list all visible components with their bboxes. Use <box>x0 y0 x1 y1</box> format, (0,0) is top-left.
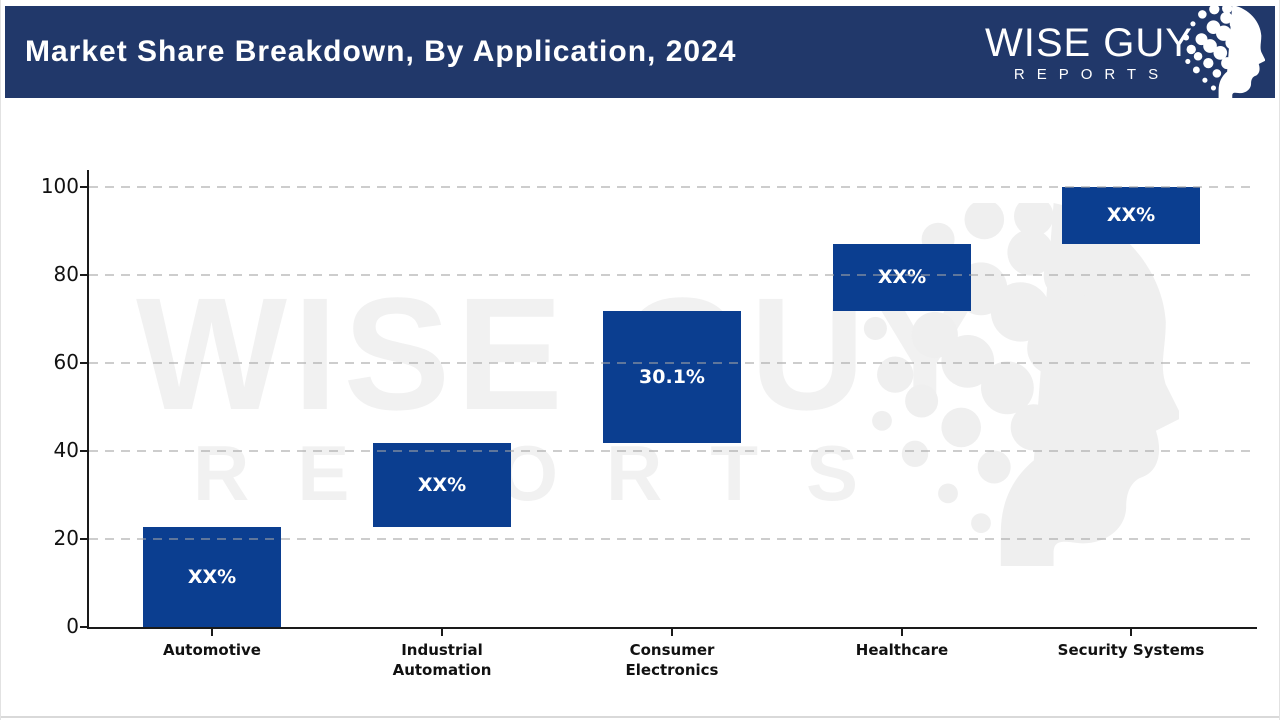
bar-automotive: XX% <box>143 527 281 627</box>
brand-logo: WISE GUY REPORTS <box>985 5 1275 99</box>
x-axis-label-0: Automotive <box>163 641 261 659</box>
x-tick-mark-0 <box>211 629 213 636</box>
gridline-100 <box>89 186 1257 188</box>
logo-wordmark-line1: WISE GUY <box>984 20 1193 65</box>
y-tick-mark-20 <box>80 538 89 540</box>
bar-value-label: XX% <box>187 566 237 589</box>
gridline-80 <box>89 274 1257 276</box>
y-axis-line <box>87 170 89 629</box>
bar-industrial-automation: XX% <box>373 443 511 528</box>
bar-healthcare: XX% <box>833 243 971 311</box>
x-tick-mark-1 <box>441 629 443 636</box>
page-title: Market Share Breakdown, By Application, … <box>25 35 737 68</box>
logo-wordmark: WISE GUY REPORTS <box>985 22 1193 83</box>
gridline-40 <box>89 450 1257 452</box>
x-tick-mark-3 <box>901 629 903 636</box>
header-banner: Market Share Breakdown, By Application, … <box>5 5 1275 99</box>
x-axis-label-2: Consumer Electronics <box>625 641 719 679</box>
y-tick-mark-60 <box>80 362 89 364</box>
y-tick-label-20: 20 <box>53 526 79 550</box>
logo-head-icon <box>1183 5 1265 99</box>
bar-value-label: 30.1% <box>639 365 705 388</box>
y-tick-label-100: 100 <box>40 174 79 198</box>
x-tick-mark-4 <box>1130 629 1132 636</box>
bar-security-systems: XX% <box>1062 187 1200 244</box>
bar-consumer-electronics: 30.1% <box>603 310 741 444</box>
y-tick-label-40: 40 <box>53 438 79 462</box>
gridline-60 <box>89 362 1257 364</box>
logo-wordmark-line2: REPORTS <box>1013 65 1171 83</box>
bottom-divider <box>1 716 1279 718</box>
bar-value-label: XX% <box>877 266 927 289</box>
y-tick-mark-0 <box>80 626 89 628</box>
y-tick-mark-80 <box>80 274 89 276</box>
x-axis-label-3: Healthcare <box>855 641 949 659</box>
bar-value-label: XX% <box>417 474 467 497</box>
y-tick-label-0: 0 <box>66 614 79 638</box>
y-tick-mark-40 <box>80 450 89 452</box>
y-tick-label-60: 60 <box>53 350 79 374</box>
x-axis-label-1: Industrial Automation <box>392 641 492 679</box>
y-tick-label-80: 80 <box>53 262 79 286</box>
x-axis-label-4: Security Systems <box>1057 641 1205 659</box>
x-tick-mark-2 <box>671 629 673 636</box>
bar-value-label: XX% <box>1106 204 1156 227</box>
gridline-20 <box>89 538 1257 540</box>
y-tick-mark-100 <box>80 186 89 188</box>
x-axis-line <box>87 627 1257 629</box>
watermark-subtext: REPORTS <box>193 429 907 517</box>
